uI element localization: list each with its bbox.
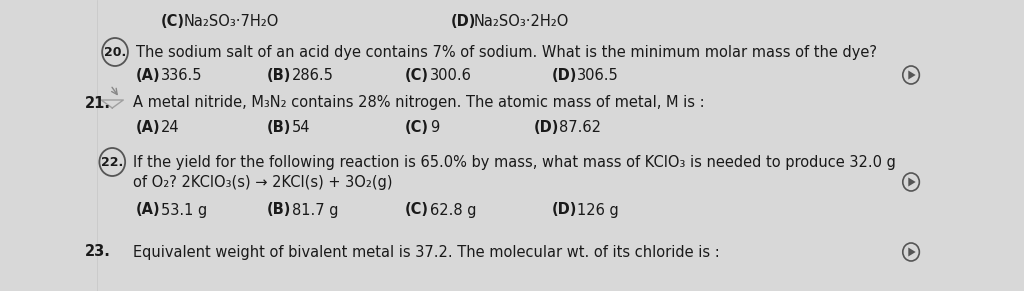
Text: A metal nitride, M₃N₂ contains 28% nitrogen. The atomic mass of metal, M is :: A metal nitride, M₃N₂ contains 28% nitro… [133, 95, 706, 111]
Text: 286.5: 286.5 [292, 68, 334, 83]
Text: (A): (A) [136, 203, 161, 217]
Text: (A): (A) [136, 68, 161, 83]
Text: (D): (D) [552, 68, 578, 83]
Text: (C): (C) [404, 120, 429, 136]
Text: Na₂SO₃·7H₂O: Na₂SO₃·7H₂O [184, 15, 280, 29]
Text: 22.: 22. [101, 155, 124, 168]
Text: (B): (B) [267, 68, 291, 83]
Text: Equivalent weight of bivalent metal is 37.2. The molecular wt. of its chloride i: Equivalent weight of bivalent metal is 3… [133, 244, 720, 260]
Text: (D): (D) [552, 203, 578, 217]
Text: (D): (D) [534, 120, 559, 136]
Text: 21.: 21. [84, 95, 111, 111]
Text: of O₂? 2KClO₃(s) → 2KCl(s) + 3O₂(g): of O₂? 2KClO₃(s) → 2KCl(s) + 3O₂(g) [133, 175, 393, 189]
Text: Na₂SO₃·2H₂O: Na₂SO₃·2H₂O [474, 15, 569, 29]
Text: (A): (A) [136, 120, 161, 136]
Text: (B): (B) [267, 203, 291, 217]
Text: 87.62: 87.62 [559, 120, 601, 136]
Text: (C): (C) [404, 68, 429, 83]
Text: The sodium salt of an acid dye contains 7% of sodium. What is the minimum molar : The sodium salt of an acid dye contains … [136, 45, 878, 59]
Text: 306.5: 306.5 [577, 68, 618, 83]
Text: (B): (B) [267, 120, 291, 136]
Polygon shape [908, 70, 915, 79]
Text: 24: 24 [161, 120, 179, 136]
Text: 300.6: 300.6 [430, 68, 472, 83]
Text: 9: 9 [430, 120, 439, 136]
Text: If the yield for the following reaction is 65.0% by mass, what mass of KClO₃ is : If the yield for the following reaction … [133, 155, 896, 169]
Text: 54: 54 [292, 120, 310, 136]
Text: (D): (D) [451, 15, 476, 29]
Text: 53.1 g: 53.1 g [161, 203, 207, 217]
Text: 81.7 g: 81.7 g [292, 203, 338, 217]
Polygon shape [908, 248, 915, 256]
Text: 20.: 20. [103, 45, 126, 58]
Text: (C): (C) [404, 203, 429, 217]
Polygon shape [908, 178, 915, 187]
Text: 23.: 23. [85, 244, 111, 260]
Text: 126 g: 126 g [577, 203, 618, 217]
Text: 336.5: 336.5 [161, 68, 203, 83]
Text: (C): (C) [161, 15, 185, 29]
Text: 62.8 g: 62.8 g [430, 203, 476, 217]
